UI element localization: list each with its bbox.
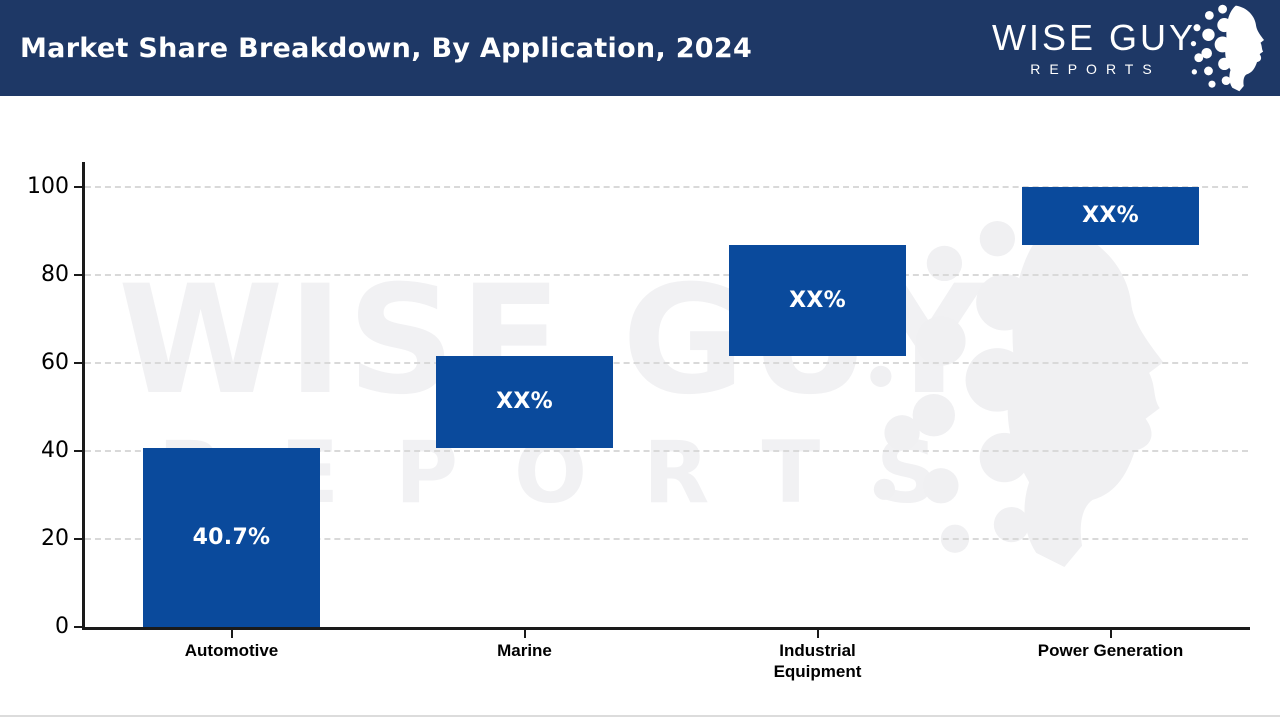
page-title: Market Share Breakdown, By Application, … (20, 32, 753, 64)
gridline (85, 362, 1248, 364)
bar-marine: XX% (436, 355, 613, 448)
bar-value-label: 40.7% (192, 524, 271, 550)
y-axis-line (82, 162, 85, 630)
bottom-divider (0, 715, 1280, 717)
x-tick-mark (816, 630, 819, 638)
chart-area: WISE GUY REPORTS 0 20 40 60 80 100 40.7% Automo… (0, 96, 1280, 720)
y-tick-mark (74, 538, 82, 540)
y-tick-label: 80 (41, 262, 69, 287)
y-tick-mark (74, 274, 82, 276)
y-tick-mark (74, 362, 82, 364)
logo-subtext: REPORTS (1030, 60, 1161, 77)
bar-automotive: 40.7% (143, 447, 320, 627)
x-category-label-marine: Marine (497, 641, 552, 660)
bar-power-generation: XX% (1022, 187, 1199, 245)
y-tick-label: 100 (27, 174, 69, 199)
x-tick-mark (230, 630, 233, 638)
y-tick-label: 40 (41, 438, 69, 463)
y-tick-label: 60 (41, 350, 69, 375)
logo-head-icon (1190, 4, 1265, 92)
bar-value-label: XX% (1082, 203, 1139, 229)
x-category-label-industrial-equipment: Industrial Equipment (773, 641, 862, 681)
gridline (85, 274, 1248, 276)
x-tick-mark (523, 630, 526, 638)
y-tick-label: 0 (55, 614, 69, 639)
bar-value-label: XX% (789, 287, 846, 313)
gridline (85, 538, 1248, 540)
logo-wordmark: WISE GUY (991, 16, 1196, 58)
y-tick-mark (74, 450, 82, 452)
bar-industrial-equipment: XX% (729, 244, 906, 356)
y-tick-label: 20 (41, 526, 69, 551)
gridline (85, 450, 1248, 452)
bar-value-label: XX% (496, 389, 553, 415)
plot-area: 0 20 40 60 80 100 40.7% Automotive XX% Marine XX% I… (27, 162, 1257, 681)
x-category-label-automotive: Automotive (184, 641, 279, 660)
y-tick-mark (74, 626, 82, 628)
wiseguy-logo: WISE GUY REPORTS (992, 3, 1270, 93)
y-tick-mark (74, 186, 82, 188)
logo-text: WISE GUY REPORTS (991, 16, 1196, 77)
x-axis-line (82, 627, 1250, 630)
gridline (85, 186, 1248, 188)
x-tick-mark (1109, 630, 1112, 638)
header-bar: Market Share Breakdown, By Application, … (0, 0, 1280, 96)
x-category-label-power-generation: Power Generation (1037, 641, 1184, 660)
